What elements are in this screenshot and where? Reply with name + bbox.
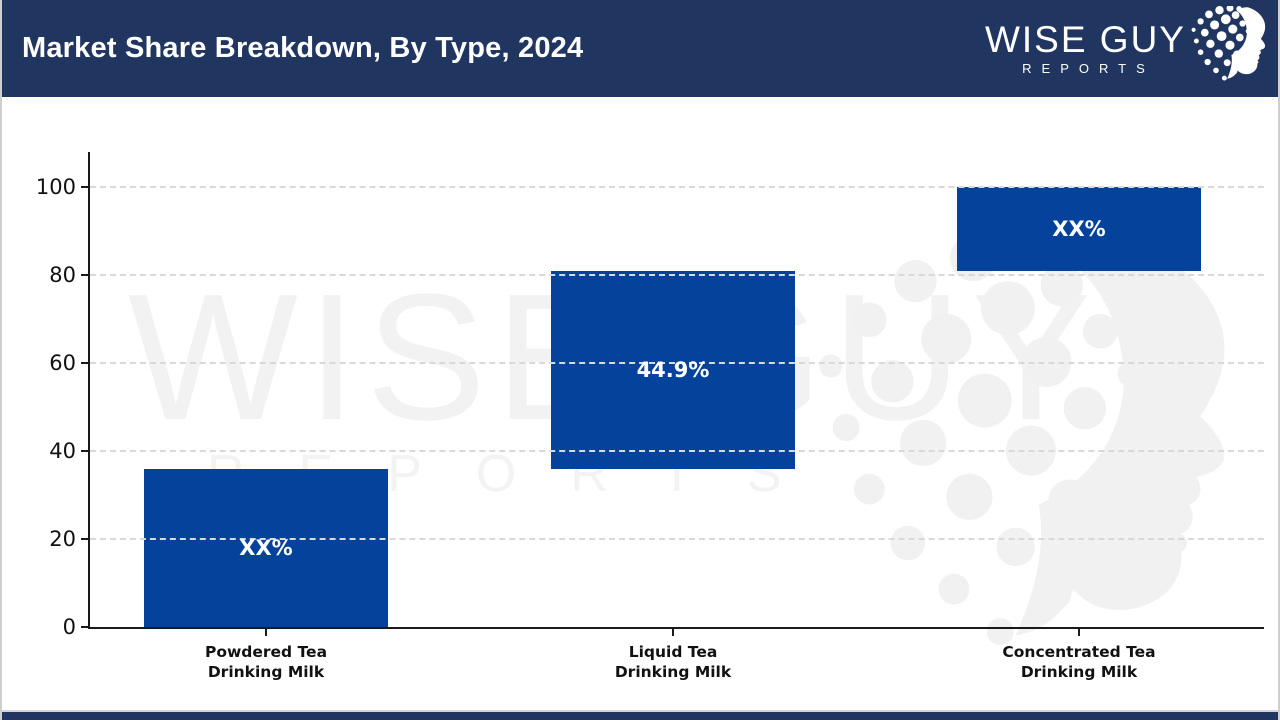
xtick-mark-1	[672, 629, 674, 636]
ytick-mark-80	[81, 274, 89, 276]
header-banner: Market Share Breakdown, By Type, 2024 WI…	[2, 0, 1278, 97]
watermark-face-icon	[819, 232, 1225, 646]
page-title: Market Share Breakdown, By Type, 2024	[22, 32, 584, 64]
ytick-label-40: 40	[49, 439, 76, 463]
bar-1	[551, 271, 795, 469]
bar-2	[957, 187, 1201, 272]
wiseguy-face-icon	[1191, 6, 1266, 81]
xtick-label-line: Concentrated Tea	[1002, 643, 1156, 661]
bar-label-1: 44.9%	[636, 357, 710, 382]
y-axis-line	[88, 152, 90, 629]
xtick-label-line: Powdered Tea	[204, 643, 328, 661]
xtick-label-line: Drinking Milk	[614, 663, 732, 681]
bar-0	[144, 468, 388, 627]
ytick-label-20: 20	[49, 527, 76, 551]
ytick-label-100: 100	[35, 175, 76, 199]
ytick-label-0: 0	[62, 615, 76, 639]
logo-subtitle: REPORTS	[1022, 61, 1155, 77]
xtick-label-1: Liquid Tea Drinking Milk	[513, 642, 833, 682]
gridline-80	[90, 274, 1264, 276]
xtick-label-line: Liquid Tea	[628, 643, 718, 661]
ytick-mark-40	[81, 450, 89, 452]
ytick-label-80: 80	[49, 263, 76, 287]
xtick-mark-0	[265, 629, 267, 636]
ytick-label-60: 60	[49, 351, 76, 375]
footer-bar	[2, 712, 1278, 720]
bar-label-0: XX%	[239, 535, 293, 560]
xtick-label-line: Drinking Milk	[1020, 663, 1138, 681]
xtick-label-line: Drinking Milk	[207, 663, 325, 681]
gridline-100	[90, 186, 1264, 188]
wiseguy-logo: WISE GUY REPORTS	[985, 6, 1272, 90]
bottom-border-line	[2, 710, 1278, 712]
ytick-mark-20	[81, 538, 89, 540]
bar-label-2: XX%	[1052, 217, 1106, 242]
x-axis-line	[88, 627, 1264, 629]
ytick-mark-0	[81, 626, 89, 628]
ytick-mark-60	[81, 362, 89, 364]
gridline-20	[90, 538, 1264, 540]
xtick-label-2: Concentrated Tea Drinking Milk	[919, 642, 1239, 682]
ytick-mark-100	[81, 186, 89, 188]
xtick-mark-2	[1078, 629, 1080, 636]
xtick-label-0: Powdered Tea Drinking Milk	[106, 642, 426, 682]
logo-wordmark: WISE GUY	[984, 18, 1186, 60]
gridline-40	[90, 450, 1264, 452]
gridline-60	[90, 362, 1264, 364]
wiseguy-logo-text: WISE GUY REPORTS	[984, 18, 1186, 77]
